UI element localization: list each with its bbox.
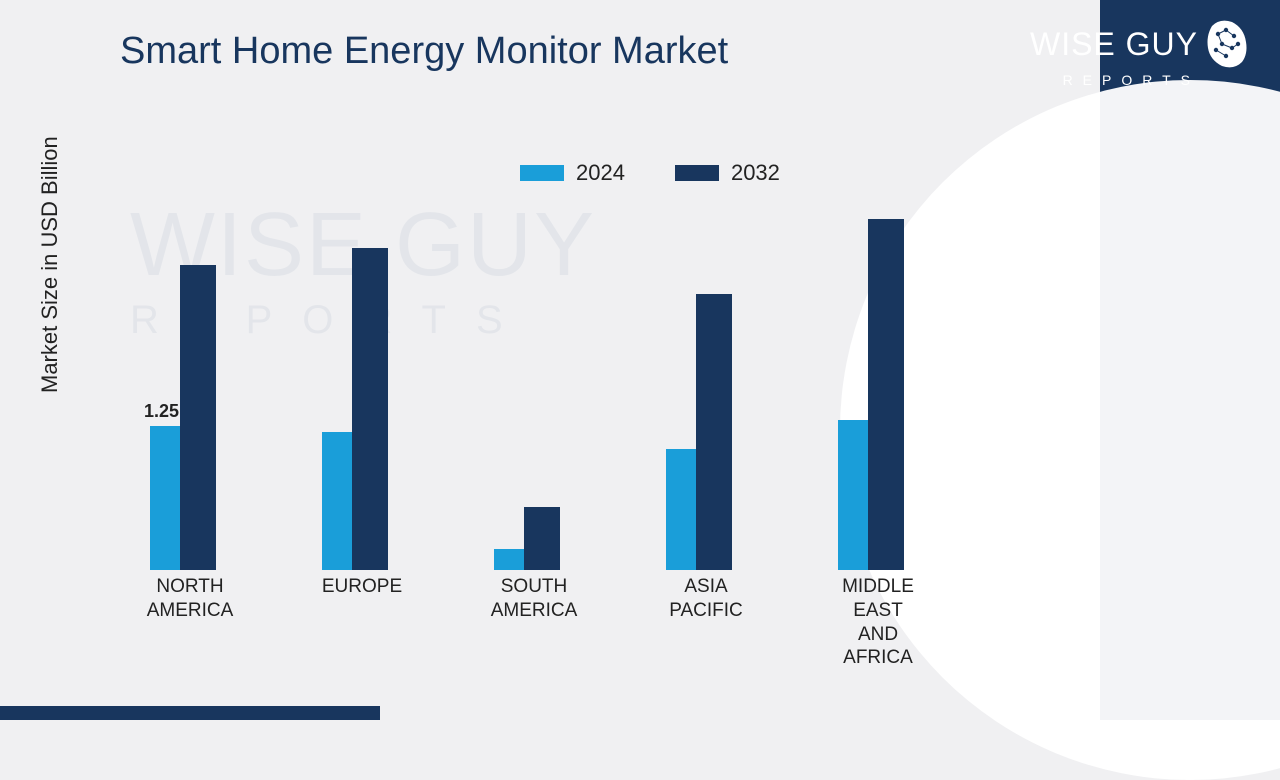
brand-logo: WISE GUY REPORTS	[1030, 18, 1250, 88]
legend-item: 2024	[520, 160, 625, 186]
bar-value-label: 1.25	[144, 401, 179, 422]
logo-head-icon	[1204, 18, 1250, 70]
legend-item: 2032	[675, 160, 780, 186]
bottom-accent-bar	[0, 706, 380, 720]
chart-bar	[352, 248, 388, 570]
y-axis-label: Market Size in USD Billion	[37, 136, 63, 393]
legend-swatch	[675, 165, 719, 181]
x-tick-label: MIDDLEEASTANDAFRICA	[808, 575, 948, 670]
x-tick-label: ASIAPACIFIC	[636, 575, 776, 623]
chart-title: Smart Home Energy Monitor Market	[120, 30, 728, 73]
logo-text-main: WISE GUY	[1030, 28, 1198, 60]
x-tick-label: NORTHAMERICA	[120, 575, 260, 623]
chart-bar	[868, 219, 904, 570]
legend-label: 2024	[576, 160, 625, 186]
chart-legend: 2024 2032	[520, 160, 780, 186]
chart-plot: 1.25	[150, 190, 980, 570]
chart-bar	[180, 265, 216, 570]
x-tick-label: EUROPE	[292, 575, 432, 599]
x-tick-label: SOUTHAMERICA	[464, 575, 604, 623]
chart-area: Market Size in USD Billion 20242032 1.25…	[60, 160, 980, 660]
chart-bar	[696, 294, 732, 570]
logo-text-sub: REPORTS	[1030, 72, 1250, 88]
chart-bar	[524, 507, 560, 570]
legend-label: 2032	[731, 160, 780, 186]
legend-swatch	[520, 165, 564, 181]
